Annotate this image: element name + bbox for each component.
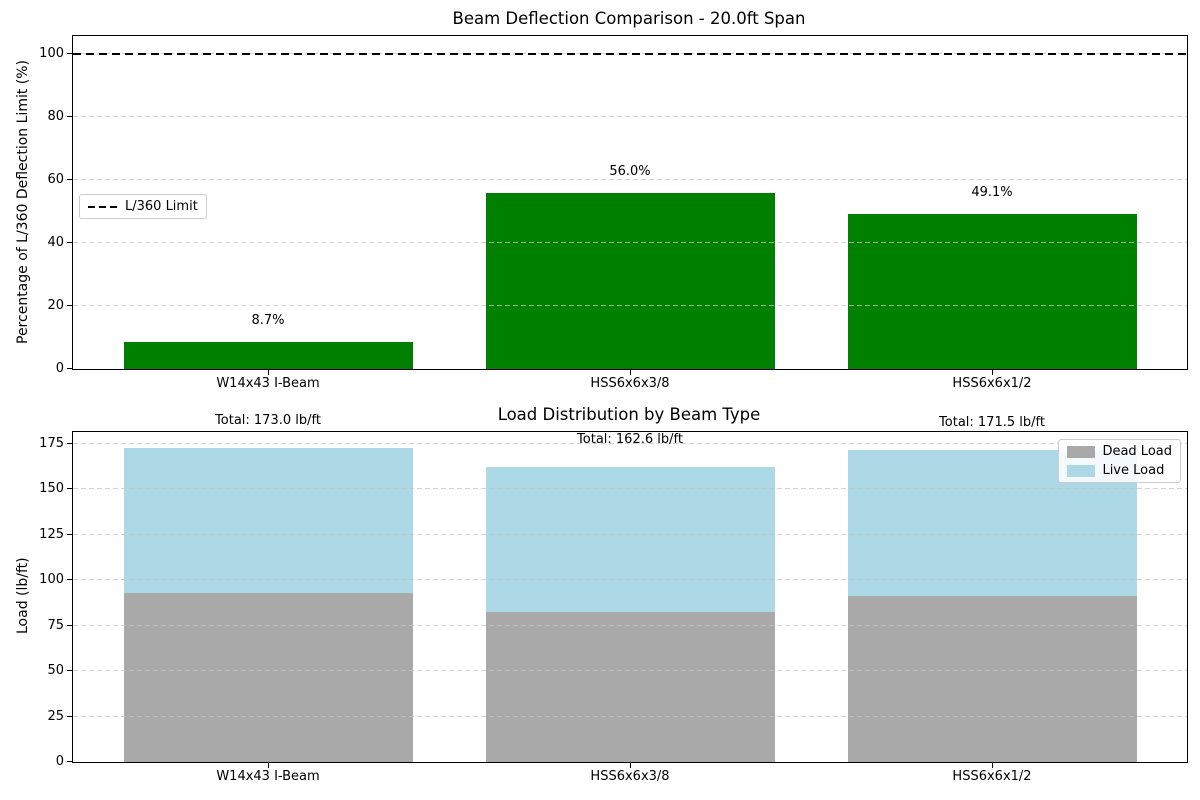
bar — [485, 192, 775, 369]
gridline — [73, 115, 1187, 117]
stacked-bar-segment — [485, 466, 775, 612]
y-tick-label: 40 — [47, 234, 64, 250]
gridline — [73, 305, 1187, 306]
y-tick-label: 60 — [47, 171, 64, 187]
y-tick-mark — [67, 368, 72, 369]
load-chart-title: Load Distribution by Beam Type — [497, 405, 761, 424]
y-tick-label: 75 — [47, 617, 64, 633]
bar — [847, 214, 1137, 369]
y-tick-mark — [67, 533, 72, 535]
y-tick-mark — [67, 670, 72, 672]
bar-value-label: 56.0% — [609, 163, 651, 179]
legend-entry: Live Load — [1067, 463, 1172, 478]
y-tick-mark — [67, 115, 72, 117]
y-tick-label: 50 — [47, 663, 64, 679]
total-label: Total: 162.6 lb/ft — [577, 431, 683, 447]
y-tick-label: 100 — [39, 45, 64, 61]
deflection-chart-title: Beam Deflection Comparison - 20.0ft Span — [452, 9, 806, 28]
x-tick-label: HSS6x6x3/8 — [590, 769, 670, 784]
gridline — [73, 670, 1187, 672]
legend-swatch — [1067, 464, 1096, 477]
gridline — [73, 443, 1187, 444]
legend: L/360 Limit — [79, 194, 207, 219]
y-tick-mark — [67, 579, 72, 581]
bar-value-label: 49.1% — [971, 185, 1013, 201]
total-label: Total: 171.5 lb/ft — [939, 415, 1045, 431]
x-tick-label: W14x43 I-Beam — [216, 769, 320, 784]
gridline — [73, 533, 1187, 535]
y-tick-label: 80 — [47, 108, 64, 124]
y-tick-mark — [67, 715, 72, 717]
y-tick-mark — [67, 241, 72, 243]
y-tick-mark — [67, 178, 72, 180]
y-tick-label: 125 — [39, 526, 64, 542]
x-tick-mark — [992, 370, 993, 375]
bar — [123, 341, 413, 369]
legend-label: Live Load — [1102, 463, 1165, 478]
x-tick-mark — [268, 370, 269, 375]
y-tick-label: 100 — [39, 572, 64, 588]
deflection-y-axis-label: Percentage of L/360 Deflection Limit (%) — [15, 59, 31, 344]
y-tick-mark — [67, 761, 72, 762]
gridline — [73, 715, 1187, 717]
x-tick-mark — [630, 370, 631, 375]
legend-label: L/360 Limit — [125, 199, 198, 214]
legend-entry: Dead Load — [1067, 444, 1172, 459]
limit-reference-line — [73, 52, 1187, 55]
y-tick-label: 175 — [39, 436, 64, 451]
y-tick-label: 25 — [47, 708, 64, 724]
gridline — [73, 488, 1187, 490]
y-tick-label: 20 — [47, 298, 64, 313]
y-tick-label: 0 — [55, 754, 64, 769]
legend-swatch — [1067, 445, 1096, 458]
x-tick-mark — [992, 763, 993, 768]
gridline — [73, 579, 1187, 581]
y-tick-mark — [67, 488, 72, 490]
x-tick-label: HSS6x6x1/2 — [952, 376, 1032, 391]
load-plot-area: Total: 173.0 lb/ft W14x43 I-Beam Total: 16… — [39, 413, 1188, 784]
stacked-bar-segment — [847, 595, 1137, 762]
legend: Dead Load Live Load — [1058, 439, 1181, 483]
dashed-line-icon — [88, 205, 118, 208]
stacked-bar-segment — [123, 593, 413, 762]
stacked-bar-segment — [485, 611, 775, 762]
gridline — [73, 241, 1187, 243]
y-tick-mark — [67, 624, 72, 626]
x-tick-label: HSS6x6x1/2 — [952, 769, 1032, 784]
stacked-bar-segment — [123, 447, 413, 594]
y-tick-mark — [67, 443, 72, 444]
legend-entry: L/360 Limit — [88, 199, 198, 214]
x-tick-mark — [630, 763, 631, 768]
x-tick-label: W14x43 I-Beam — [216, 376, 320, 391]
x-tick-label: HSS6x6x3/8 — [590, 376, 670, 391]
y-tick-mark — [67, 52, 72, 54]
y-tick-mark — [67, 305, 72, 306]
gridline — [73, 624, 1187, 626]
bar-value-label: 8.7% — [251, 312, 285, 328]
x-tick-mark — [268, 763, 269, 768]
y-tick-label: 0 — [55, 361, 64, 376]
gridline — [73, 178, 1187, 180]
deflection-plot-area: 8.7% W14x43 I-Beam 56.0% HSS6x6x3/8 49.1% HSS… — [39, 35, 1188, 391]
total-label: Total: 173.0 lb/ft — [215, 412, 321, 428]
y-tick-label: 150 — [39, 481, 64, 497]
legend-label: Dead Load — [1102, 444, 1172, 459]
